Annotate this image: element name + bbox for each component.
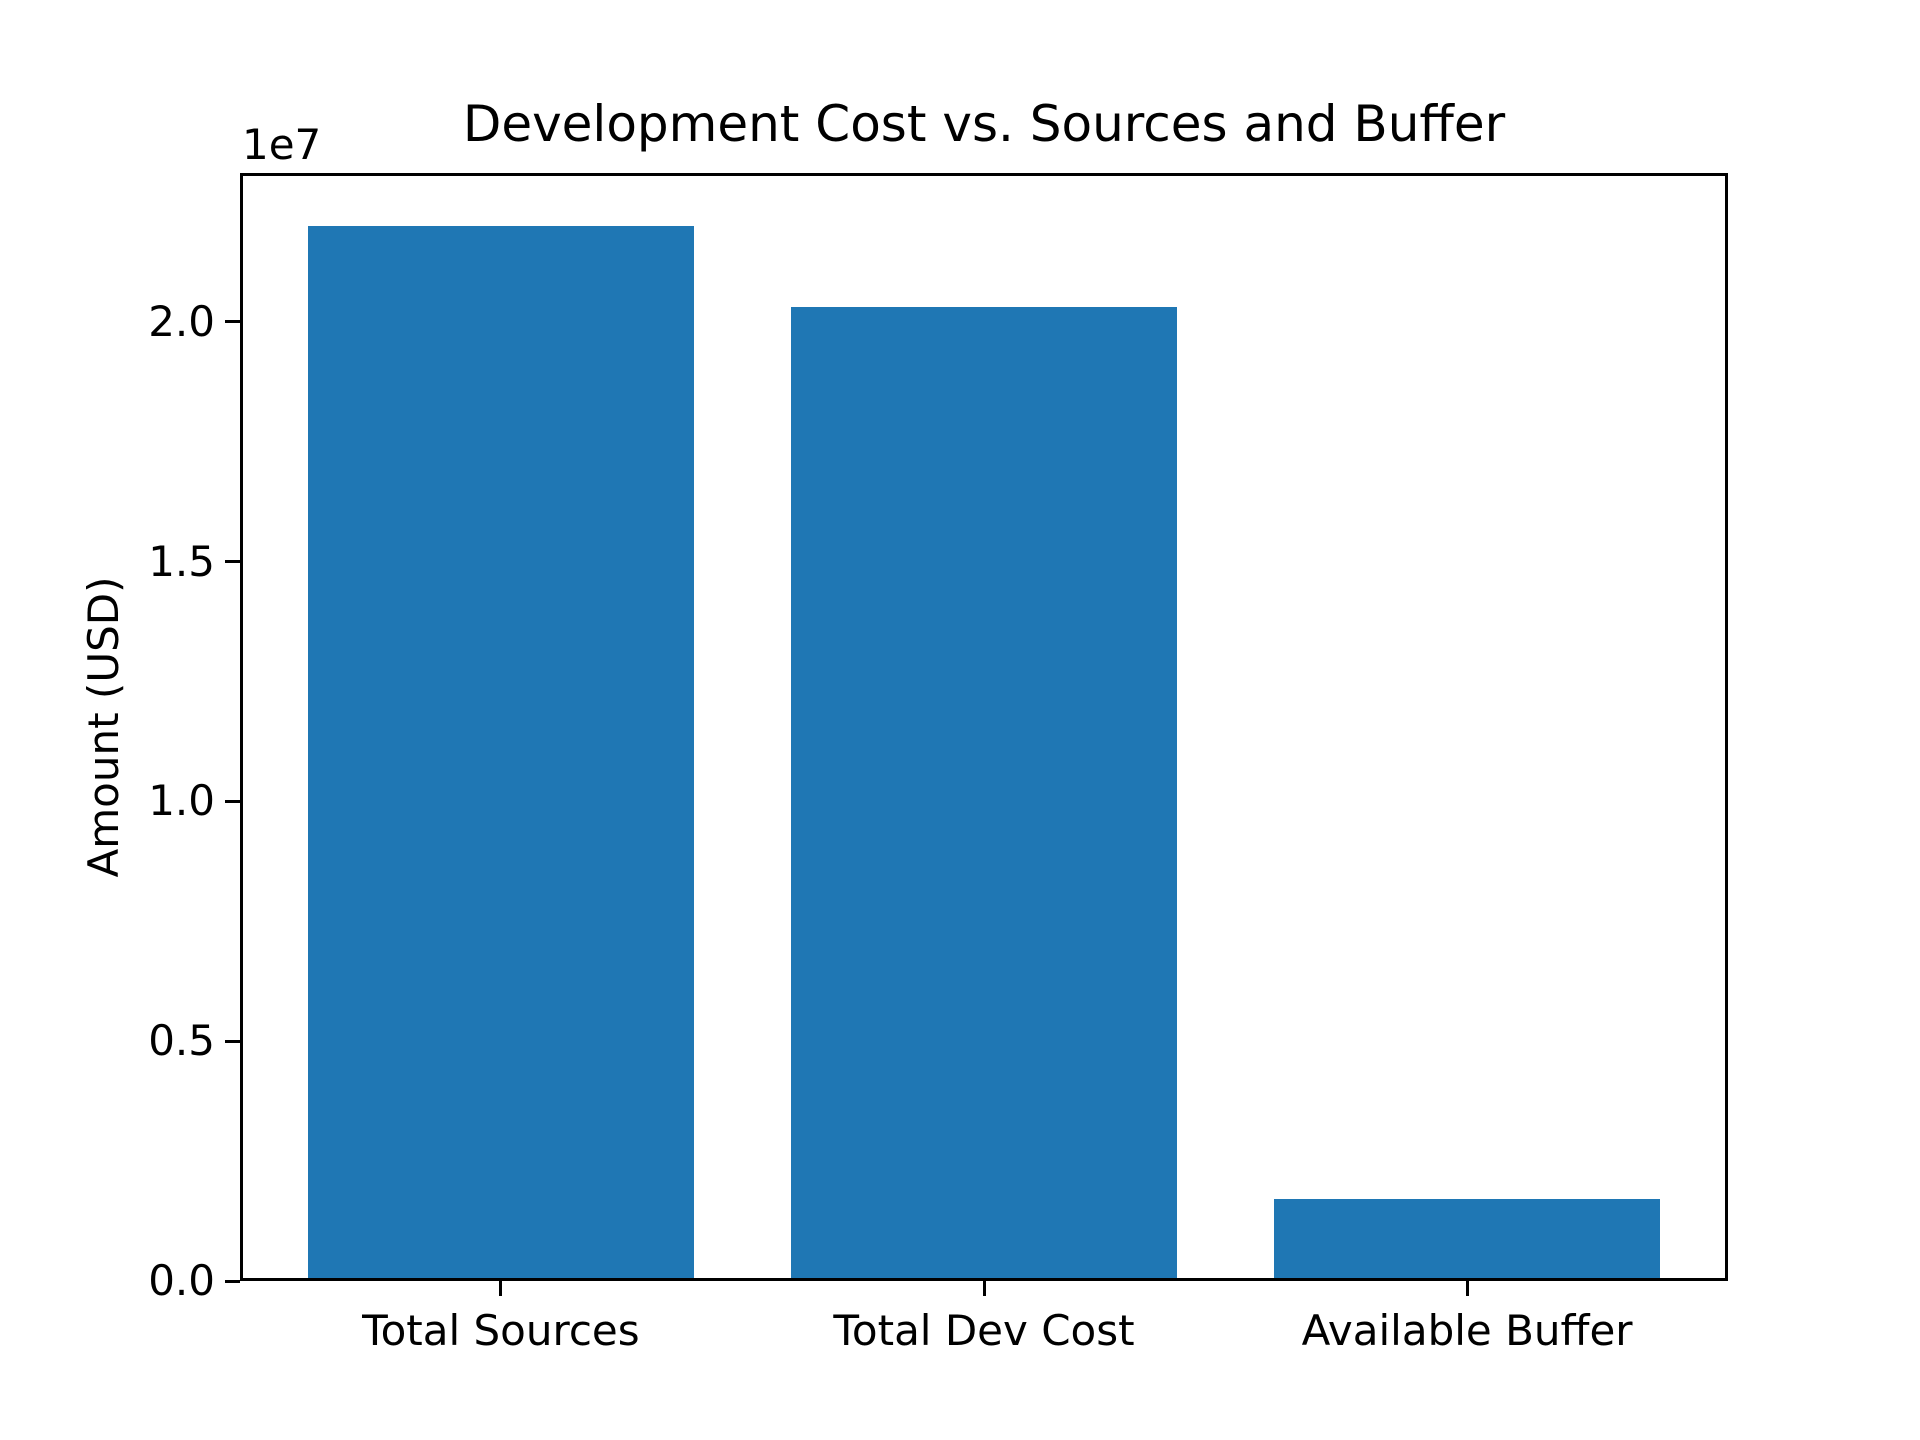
y-tick-label: 1.5: [148, 536, 215, 586]
y-tick-label: 2.0: [148, 296, 215, 346]
y-tick-mark: [225, 560, 240, 564]
chart-title: Development Cost vs. Sources and Buffer: [462, 95, 1506, 153]
y-tick-mark: [225, 1279, 240, 1283]
y-tick-mark: [225, 799, 240, 803]
y-tick-label: 0.0: [148, 1256, 215, 1305]
x-tick-label: Total Sources: [362, 1306, 640, 1355]
y-tick-label: 1.0: [148, 776, 215, 826]
y-axis-label: Amount (USD): [79, 576, 128, 878]
y-axis-offset-label: 1e7: [242, 120, 322, 169]
x-tick-mark: [1465, 1281, 1469, 1296]
bar-total-dev-cost: [790, 307, 1178, 1278]
x-tick-label: Total Dev Cost: [833, 1306, 1135, 1355]
x-tick-mark: [499, 1281, 503, 1296]
x-tick-label: Available Buffer: [1301, 1306, 1633, 1355]
bar-available-buffer: [1273, 1199, 1661, 1278]
y-tick-label: 0.5: [148, 1016, 215, 1066]
x-tick-mark: [982, 1281, 986, 1296]
y-tick-mark: [225, 320, 240, 324]
bar-total-sources: [307, 225, 695, 1278]
y-tick-mark: [225, 1039, 240, 1043]
